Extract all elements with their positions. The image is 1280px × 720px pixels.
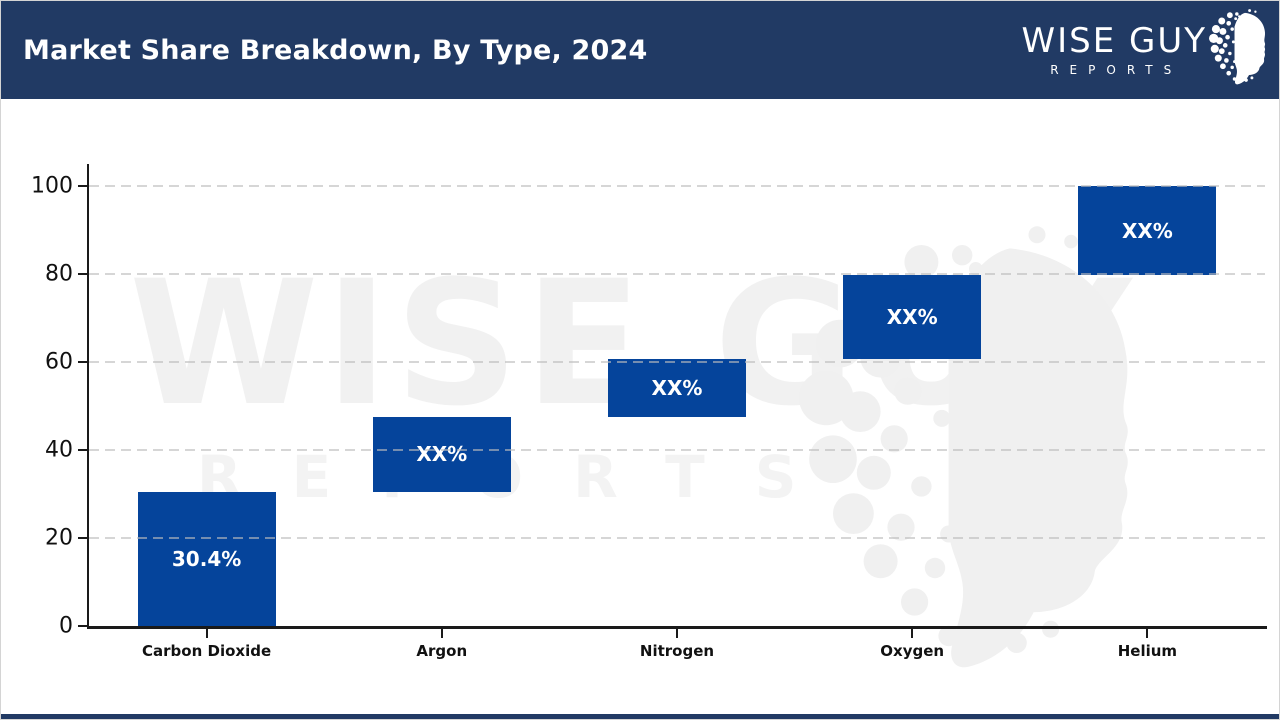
bar-value-label: 30.4% (171, 547, 242, 572)
y-tick-label-0: 0 (59, 613, 73, 639)
gridline-40 (89, 449, 1265, 451)
bar-oxygen: XX% (843, 275, 982, 360)
x-tick-2 (440, 629, 443, 638)
page-title: Market Share Breakdown, By Type, 2024 (23, 34, 648, 66)
header: Market Share Breakdown, By Type, 2024 WI… (1, 1, 1279, 99)
logo-head-icon (1209, 9, 1266, 85)
y-axis-line (87, 164, 89, 628)
bar-carbon-dioxide: 30.4% (137, 492, 276, 626)
y-tick-80 (78, 273, 89, 275)
plot-area: 0 20 40 60 80 100 30.4% Carbon Dioxide XX% Argon X… (31, 164, 1267, 660)
y-tick-label-80: 80 (45, 261, 73, 287)
x-category-label: Helium (1117, 642, 1178, 660)
x-category-label: Oxygen (880, 642, 945, 660)
x-tick-4 (911, 629, 914, 638)
brand-logo: WISE GUY REPORTS (1021, 9, 1267, 91)
bar-value-label: XX% (1121, 218, 1173, 243)
gridline-60 (89, 361, 1265, 363)
y-tick-label-100: 100 (31, 173, 73, 199)
x-category-label: Carbon Dioxide (142, 642, 272, 660)
y-tick-60 (78, 361, 89, 363)
bar-value-label: XX% (416, 442, 468, 467)
gridline-20 (89, 537, 1265, 539)
y-tick-label-20: 20 (45, 525, 73, 551)
x-axis-line (87, 626, 1267, 629)
x-tick-5 (1146, 629, 1149, 638)
bar-helium: XX% (1078, 186, 1217, 276)
y-tick-40 (78, 449, 89, 451)
y-tick-20 (78, 537, 89, 539)
y-tick-0 (78, 625, 89, 627)
gridline-100 (89, 185, 1265, 187)
bar-argon: XX% (372, 416, 511, 493)
bar-value-label: XX% (886, 305, 938, 330)
x-category-label: Nitrogen (639, 642, 715, 660)
y-tick-label-40: 40 (45, 437, 73, 463)
x-tick-1 (205, 629, 208, 638)
y-tick-100 (78, 185, 89, 187)
logo-tagline-label: REPORTS (1050, 63, 1183, 77)
y-tick-label-60: 60 (45, 349, 73, 375)
bar-value-label: XX% (651, 375, 703, 400)
gridline-80 (89, 273, 1265, 275)
x-tick-3 (676, 629, 678, 638)
bar-nitrogen: XX% (608, 359, 746, 417)
footer-bar (1, 714, 1279, 719)
x-category-label: Argon (416, 642, 468, 660)
logo-brand-label: WISE GUY (1021, 21, 1207, 61)
brand-logo-text: WISE GUY REPORTS (1021, 24, 1207, 76)
